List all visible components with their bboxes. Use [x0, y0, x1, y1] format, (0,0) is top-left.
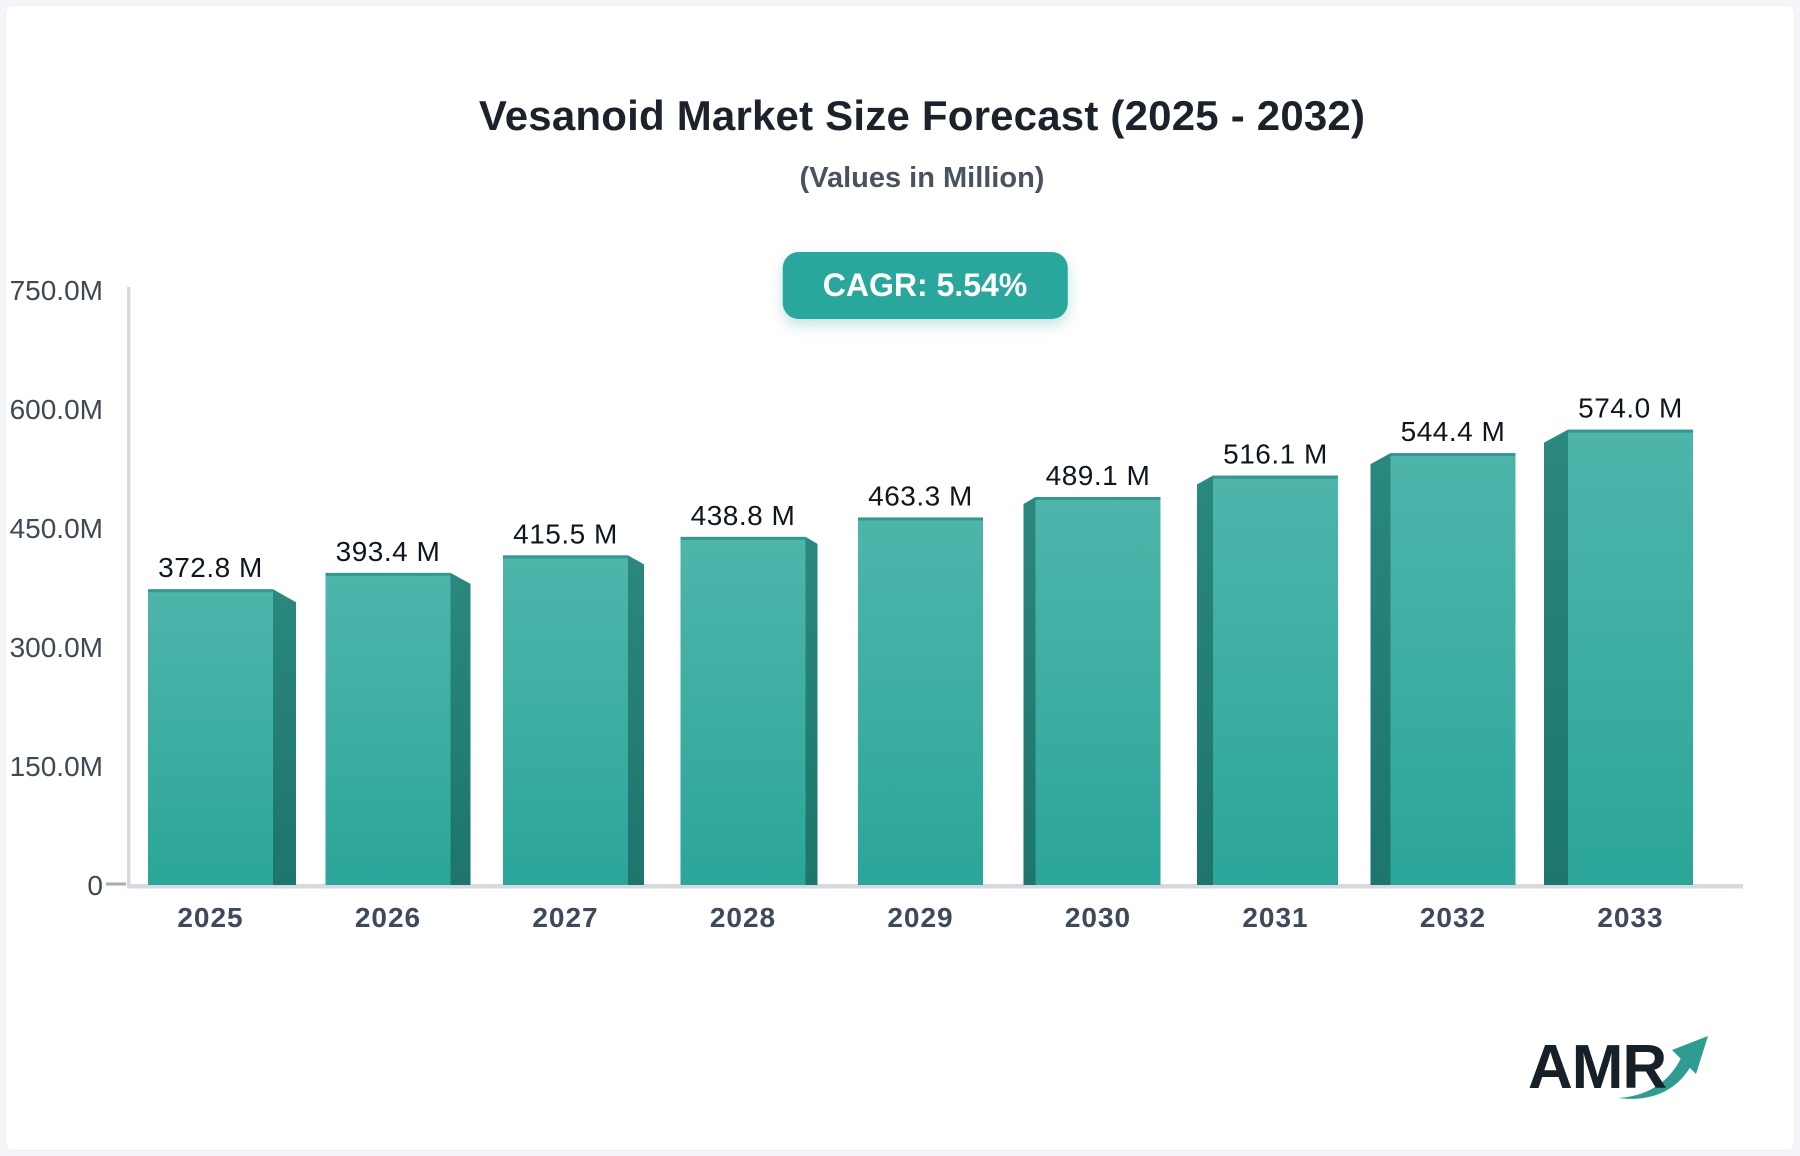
bar-value-label: 489.1 M	[1046, 460, 1151, 491]
bar-front-face	[1568, 429, 1693, 885]
bar-group-2033	[1544, 429, 1693, 885]
x-axis-baseline	[127, 884, 1743, 889]
cagr-badge: CAGR: 5.54%	[782, 252, 1068, 319]
bar-side-face	[273, 589, 296, 885]
bar-group-2032	[1370, 453, 1516, 885]
axis-layer	[106, 287, 1743, 889]
bar-group-2027	[503, 555, 644, 885]
bar-side-face	[1023, 496, 1036, 885]
bar-value-label: 415.5 M	[513, 518, 618, 549]
bar-front-face	[1390, 453, 1516, 885]
trend-up-arrow-icon	[1618, 1036, 1708, 1099]
bar-group-2026	[325, 572, 471, 885]
chart-subtitle: (Values in Million)	[799, 162, 1045, 194]
y-tick-label: 300.0M	[10, 632, 103, 663]
bar-front-face	[680, 536, 806, 885]
bar-front-face	[503, 555, 628, 885]
zero-tick-dash	[106, 882, 126, 886]
bars-layer	[148, 429, 1693, 885]
bar-value-label: 463.3 M	[868, 480, 973, 511]
y-axis-line	[127, 287, 131, 887]
amr-logo: AMR	[1528, 1032, 1718, 1112]
y-tick-label: 450.0M	[10, 513, 103, 544]
bar-group-2031	[1197, 475, 1338, 885]
bar-value-label: 372.8 M	[158, 552, 263, 583]
bar-front-face	[148, 589, 273, 885]
bar-side-face	[450, 572, 471, 885]
bar-top-edge	[325, 572, 451, 576]
bar-side-face	[805, 536, 818, 885]
x-tick-label: 2030	[1065, 902, 1131, 933]
y-tick-label: 600.0M	[10, 394, 103, 425]
bar-front-face	[858, 517, 983, 885]
bar-front-face	[1035, 496, 1161, 885]
bar-top-edge	[858, 517, 983, 521]
x-tick-label: 2031	[1242, 902, 1308, 933]
bar-value-label: 544.4 M	[1401, 416, 1506, 447]
x-tick-label: 2028	[710, 902, 776, 933]
bar-value-label: 393.4 M	[336, 536, 441, 567]
bar-group-2030	[1023, 496, 1161, 885]
bar-side-face	[1370, 453, 1391, 885]
bar-top-edge	[503, 555, 628, 559]
bar-side-face	[628, 555, 644, 885]
bar-front-face	[325, 572, 451, 885]
x-tick-label: 2025	[177, 902, 243, 933]
bar-value-label: 438.8 M	[691, 500, 796, 531]
x-tick-label: 2027	[532, 902, 598, 933]
bar-side-face	[1197, 475, 1213, 885]
labels-layer: 750.0M 600.0M 450.0M 300.0M 150.0M 0 372.8 M 20…	[10, 275, 1683, 933]
bar-top-edge	[1390, 453, 1516, 457]
y-tick-label: 150.0M	[10, 751, 103, 782]
x-tick-label: 2032	[1420, 902, 1486, 933]
bar-top-edge	[680, 536, 806, 540]
bar-top-edge	[1568, 429, 1693, 433]
x-tick-label: 2029	[887, 902, 953, 933]
bar-value-label: 516.1 M	[1223, 439, 1328, 470]
bar-group-2028	[680, 536, 818, 885]
y-tick-label: 750.0M	[10, 275, 103, 306]
y-tick-label: 0	[87, 870, 103, 901]
bar-top-edge	[1213, 475, 1338, 479]
x-tick-label: 2026	[355, 902, 421, 933]
chart-title: Vesanoid Market Size Forecast (2025 - 20…	[478, 92, 1366, 139]
x-tick-label: 2033	[1597, 902, 1663, 933]
amr-logo-text: AMR	[1528, 1033, 1667, 1102]
bar-top-edge	[1035, 496, 1161, 500]
bar-group-2029	[858, 517, 983, 885]
bar-top-edge	[148, 589, 273, 593]
bar-value-label: 574.0 M	[1578, 393, 1683, 424]
bar-side-face	[1544, 429, 1568, 885]
bar-front-face	[1213, 475, 1338, 885]
bar-group-2025	[148, 589, 296, 885]
